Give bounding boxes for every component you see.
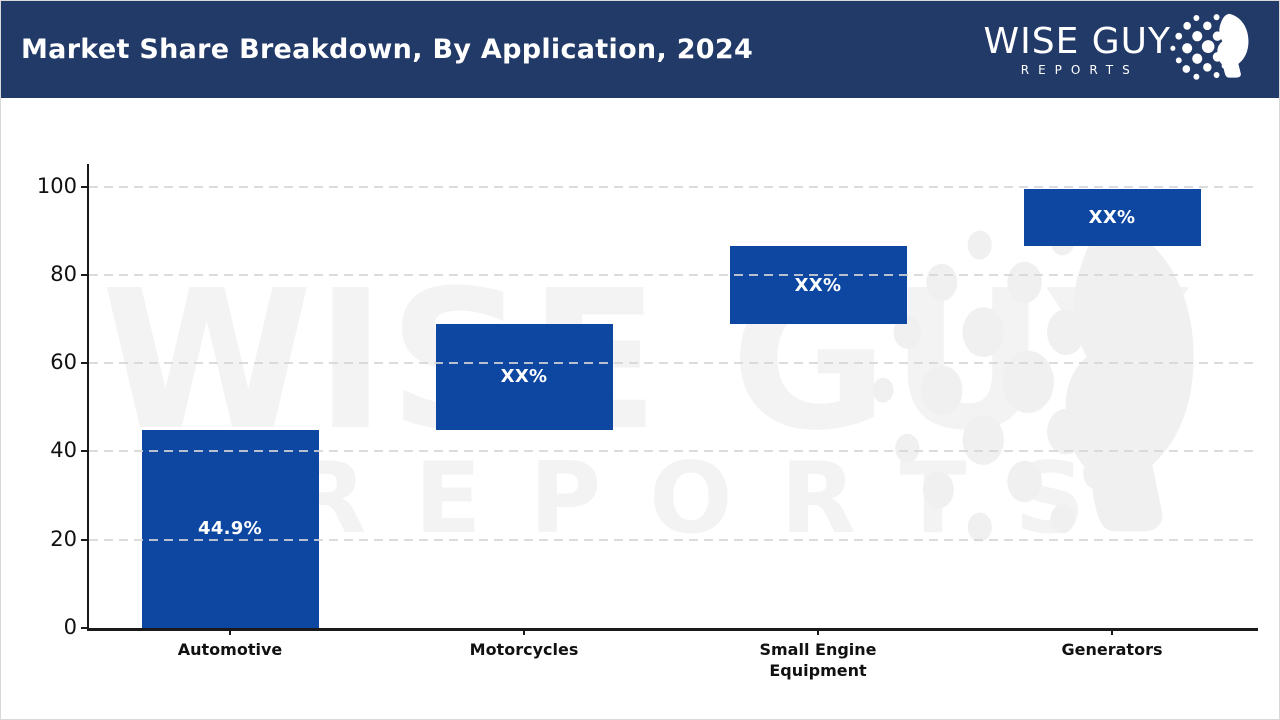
watermark-wordmark: WISE GUY: [101, 250, 1190, 473]
waterfall-bar: 44.9%: [141, 429, 319, 628]
watermark-face-icon: [872, 224, 1194, 542]
y-tick-mark: [81, 273, 89, 276]
x-tick-mark: [229, 628, 231, 635]
waterfall-bar: XX%: [729, 246, 907, 325]
y-tick-label: 20: [50, 526, 77, 551]
bar-value-label: XX%: [1088, 207, 1136, 229]
gridline: [89, 362, 1256, 365]
bar-value-label: XX%: [500, 366, 548, 388]
waterfall-bar: XX%: [1023, 189, 1201, 247]
chart-area: WISE GUY REPORTS 44.9% Automotive XX% Motor…: [1, 98, 1279, 719]
gridline: [89, 185, 1256, 188]
y-tick-label: 0: [63, 615, 77, 639]
gridline: [89, 273, 1256, 276]
bar-value-label: 44.9%: [198, 518, 262, 540]
logo-subtitle: REPORTS: [1020, 62, 1139, 77]
y-tick-label: 80: [50, 261, 77, 286]
category-label: Motorcycles: [469, 640, 579, 659]
category-label: Automotive: [177, 640, 283, 659]
header-bar: Market Share Breakdown, By Application, …: [1, 1, 1279, 98]
y-tick-label: 60: [50, 350, 77, 375]
y-tick-mark: [81, 450, 89, 453]
category-label: Generators: [1061, 640, 1163, 659]
gridline: [89, 450, 1256, 453]
y-axis-line: [87, 164, 89, 630]
y-tick-mark: [81, 538, 89, 541]
x-tick-mark: [523, 628, 525, 635]
logo-face-icon: [1170, 13, 1249, 80]
logo-text: WISE GUY REPORTS: [983, 20, 1172, 77]
waterfall-bar: XX%: [435, 324, 613, 430]
wiseguy-logo: WISE GUY REPORTS: [984, 12, 1252, 88]
logo-wordmark: WISE GUY: [983, 20, 1171, 62]
y-tick-label: 40: [50, 438, 77, 463]
bar-value-label: XX%: [794, 274, 842, 296]
y-tick-mark: [81, 362, 89, 365]
gridline: [89, 538, 1256, 541]
y-tick-label: 100: [36, 173, 77, 198]
x-tick-mark: [1111, 628, 1113, 635]
x-tick-mark: [817, 628, 819, 635]
page-title: Market Share Breakdown, By Application, …: [21, 34, 754, 65]
category-label: Small Engine Equipment: [759, 640, 877, 680]
plot-layer: 44.9% Automotive XX% Motorcycles XX% Small En…: [1, 98, 1279, 719]
watermark-subtitle: REPORTS: [291, 442, 1134, 556]
y-tick-mark: [81, 627, 89, 629]
x-axis-line: [87, 628, 1258, 631]
y-tick-mark: [81, 185, 89, 188]
